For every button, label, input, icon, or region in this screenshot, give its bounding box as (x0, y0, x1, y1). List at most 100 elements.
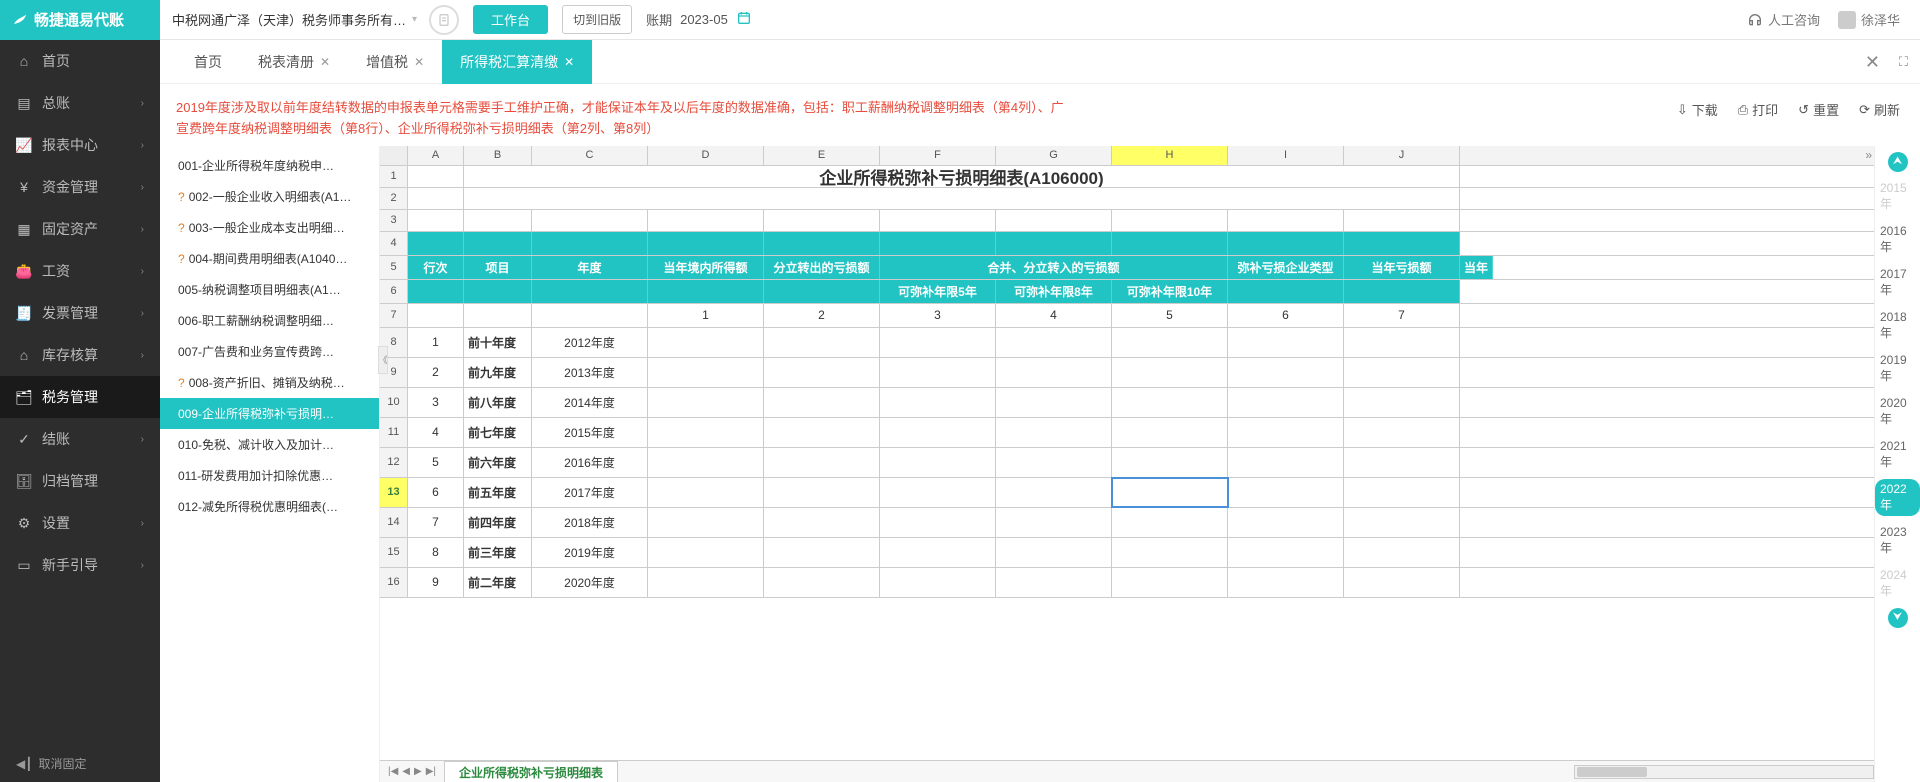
report-item[interactable]: 010-免税、减计收入及加计… (160, 429, 379, 460)
col-header-G[interactable]: G (996, 146, 1112, 165)
row-header[interactable]: 4 (380, 232, 408, 255)
cell[interactable] (764, 388, 880, 417)
horizontal-scrollbar[interactable] (1574, 765, 1874, 779)
cell[interactable] (1112, 538, 1228, 567)
cell[interactable] (996, 418, 1112, 447)
reset-button[interactable]: ↺重置 (1798, 100, 1839, 119)
close-icon[interactable]: ✕ (414, 55, 424, 69)
cell[interactable]: 前八年度 (464, 388, 532, 417)
col-header-I[interactable]: I (1228, 146, 1344, 165)
cell[interactable] (996, 388, 1112, 417)
cell[interactable] (880, 568, 996, 597)
cell[interactable] (764, 568, 880, 597)
year-2017年[interactable]: 2017年 (1875, 264, 1920, 301)
cell[interactable]: 前二年度 (464, 568, 532, 597)
cell[interactable] (1228, 538, 1344, 567)
cell[interactable]: 1 (648, 304, 764, 327)
unpin-button[interactable]: ◀┃ 取消固定 (0, 745, 160, 782)
cell[interactable] (1344, 328, 1460, 357)
cell[interactable] (1344, 448, 1460, 477)
cell[interactable] (1228, 388, 1344, 417)
cell[interactable]: 6 (1228, 304, 1344, 327)
col-header-A[interactable]: A (408, 146, 464, 165)
cell[interactable] (1228, 418, 1344, 447)
cell[interactable]: 1 (408, 328, 464, 357)
sidebar-item-guide[interactable]: ▭新手引导› (0, 544, 160, 586)
cell[interactable]: 2016年度 (532, 448, 648, 477)
cell[interactable] (1112, 478, 1228, 507)
cell[interactable]: 前五年度 (464, 478, 532, 507)
cell[interactable] (648, 478, 764, 507)
sidebar-item-invoice[interactable]: 🧾发票管理› (0, 292, 160, 334)
support-link[interactable]: 人工咨询 (1747, 10, 1820, 29)
scroll-thumb[interactable] (1577, 767, 1647, 777)
year-2020年[interactable]: 2020年 (1875, 393, 1920, 430)
col-header-B[interactable]: B (464, 146, 532, 165)
cell[interactable] (1228, 478, 1344, 507)
cell[interactable] (1344, 478, 1460, 507)
cell[interactable] (764, 538, 880, 567)
calendar-icon[interactable] (736, 10, 752, 29)
cell[interactable]: 6 (408, 478, 464, 507)
user-menu[interactable]: 徐泽华 (1838, 10, 1900, 29)
cell[interactable]: 5 (408, 448, 464, 477)
sidebar-item-gear[interactable]: ⚙设置› (0, 502, 160, 544)
cell[interactable] (996, 568, 1112, 597)
cell[interactable] (880, 538, 996, 567)
cell[interactable] (408, 304, 464, 327)
report-item[interactable]: ?004-期间费用明细表(A1040… (160, 243, 379, 274)
report-item[interactable]: 001-企业所得税年度纳税申… (160, 150, 379, 181)
cell[interactable]: 9 (408, 568, 464, 597)
cell[interactable] (996, 328, 1112, 357)
year-down-icon[interactable]: ⮟ (1888, 608, 1908, 628)
cell[interactable] (1344, 568, 1460, 597)
col-header-D[interactable]: D (648, 146, 764, 165)
cell[interactable]: 7 (1344, 304, 1460, 327)
company-selector[interactable]: 中税网通广泽（天津）税务师事务所有… ▾ (172, 10, 417, 29)
fullscreen-icon[interactable]: ⛶ (1899, 54, 1908, 70)
workbench-button[interactable]: 工作台 (473, 5, 548, 34)
sheet-first-icon[interactable]: |◀ (388, 766, 398, 777)
tab-税表清册[interactable]: 税表清册✕ (240, 40, 348, 84)
sheet-last-icon[interactable]: ▶| (426, 766, 436, 777)
cell[interactable] (1344, 388, 1460, 417)
year-2023年[interactable]: 2023年 (1875, 522, 1920, 559)
report-item[interactable]: 011-研发费用加计扣除优惠… (160, 460, 379, 491)
tab-所得税汇算清缴[interactable]: 所得税汇算清缴✕ (442, 40, 592, 84)
sheet-prev-icon[interactable]: ◀ (402, 766, 410, 777)
sidebar-item-stock[interactable]: ⌂库存核算› (0, 334, 160, 376)
report-item[interactable]: 012-减免所得税优惠明细表(… (160, 491, 379, 522)
report-item[interactable]: 005-纳税调整项目明细表(A1… (160, 274, 379, 305)
cell[interactable]: 3 (408, 388, 464, 417)
cell[interactable]: 前三年度 (464, 538, 532, 567)
cell[interactable] (1112, 388, 1228, 417)
col-header-F[interactable]: F (880, 146, 996, 165)
cell[interactable] (532, 304, 648, 327)
cell[interactable]: 2015年度 (532, 418, 648, 447)
sidebar-item-close[interactable]: ✓结账› (0, 418, 160, 460)
cell[interactable]: 2 (408, 358, 464, 387)
report-item[interactable]: 007-广告费和业务宣传费跨… (160, 336, 379, 367)
cell[interactable] (764, 508, 880, 537)
cell[interactable] (648, 538, 764, 567)
sidebar-item-salary[interactable]: 👛工资› (0, 250, 160, 292)
cell[interactable] (880, 328, 996, 357)
cell[interactable]: 前四年度 (464, 508, 532, 537)
tab-增值税[interactable]: 增值税✕ (348, 40, 442, 84)
cell[interactable] (764, 478, 880, 507)
row-header[interactable]: 15 (380, 538, 408, 567)
cell[interactable] (1112, 448, 1228, 477)
cell[interactable] (996, 448, 1112, 477)
grid-body[interactable]: 1企业所得税弥补亏损明细表(A106000)2345行次项目年度当年境内所得额分… (380, 166, 1874, 760)
download-button[interactable]: ⇩下载 (1677, 100, 1718, 119)
cell[interactable]: 2020年度 (532, 568, 648, 597)
sheet-tab[interactable]: 企业所得税弥补亏损明细表 (444, 761, 618, 782)
cell[interactable] (648, 448, 764, 477)
cell[interactable] (1228, 328, 1344, 357)
close-tab-icon[interactable]: ✕ (1865, 52, 1880, 73)
cell[interactable] (764, 328, 880, 357)
cell[interactable] (996, 478, 1112, 507)
cell[interactable] (648, 418, 764, 447)
report-item[interactable]: ?008-资产折旧、摊销及纳税… (160, 367, 379, 398)
year-2022年[interactable]: 2022年 (1875, 479, 1920, 516)
